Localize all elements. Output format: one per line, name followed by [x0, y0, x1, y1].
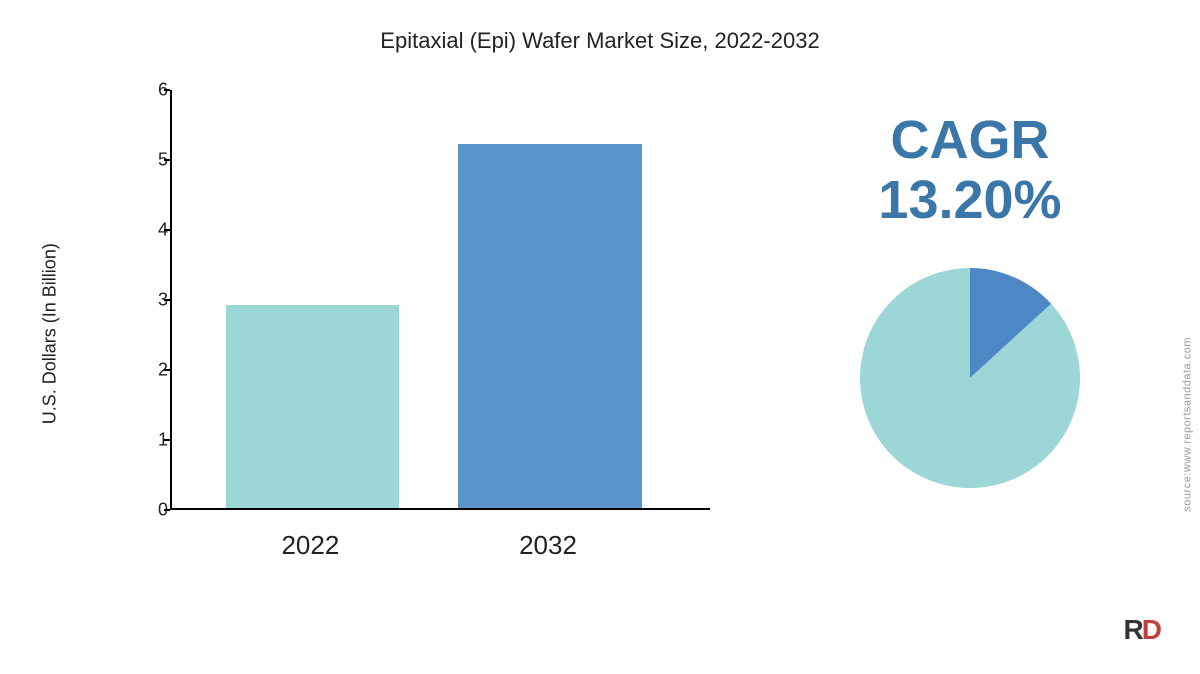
chart-title: Epitaxial (Epi) Wafer Market Size, 2022-… — [0, 0, 1200, 54]
bar-chart: U.S. Dollars (In Billion) 0123456 202220… — [60, 80, 740, 600]
cagr-text: CAGR13.20% — [790, 110, 1150, 231]
cagr-line1: CAGR — [790, 110, 1150, 170]
y-axis-label: U.S. Dollars (In Billion) — [40, 243, 61, 424]
x-tick-label: 2032 — [519, 530, 577, 561]
main-area: U.S. Dollars (In Billion) 0123456 202220… — [0, 80, 1200, 640]
plot-area — [170, 90, 710, 510]
bar — [226, 305, 399, 508]
cagr-panel: CAGR13.20% — [790, 110, 1150, 493]
x-tick-labels: 2022 2032 — [170, 530, 710, 570]
logo-r: R — [1124, 614, 1142, 645]
x-tick-label: 2022 — [281, 530, 339, 561]
logo-d: D — [1142, 614, 1160, 645]
logo: RD — [1124, 614, 1160, 646]
cagr-line2: 13.20% — [790, 170, 1150, 230]
bar — [458, 144, 642, 508]
pie-chart — [790, 263, 1150, 493]
source-attribution: source:www.reportsanddata.com — [1182, 337, 1194, 512]
